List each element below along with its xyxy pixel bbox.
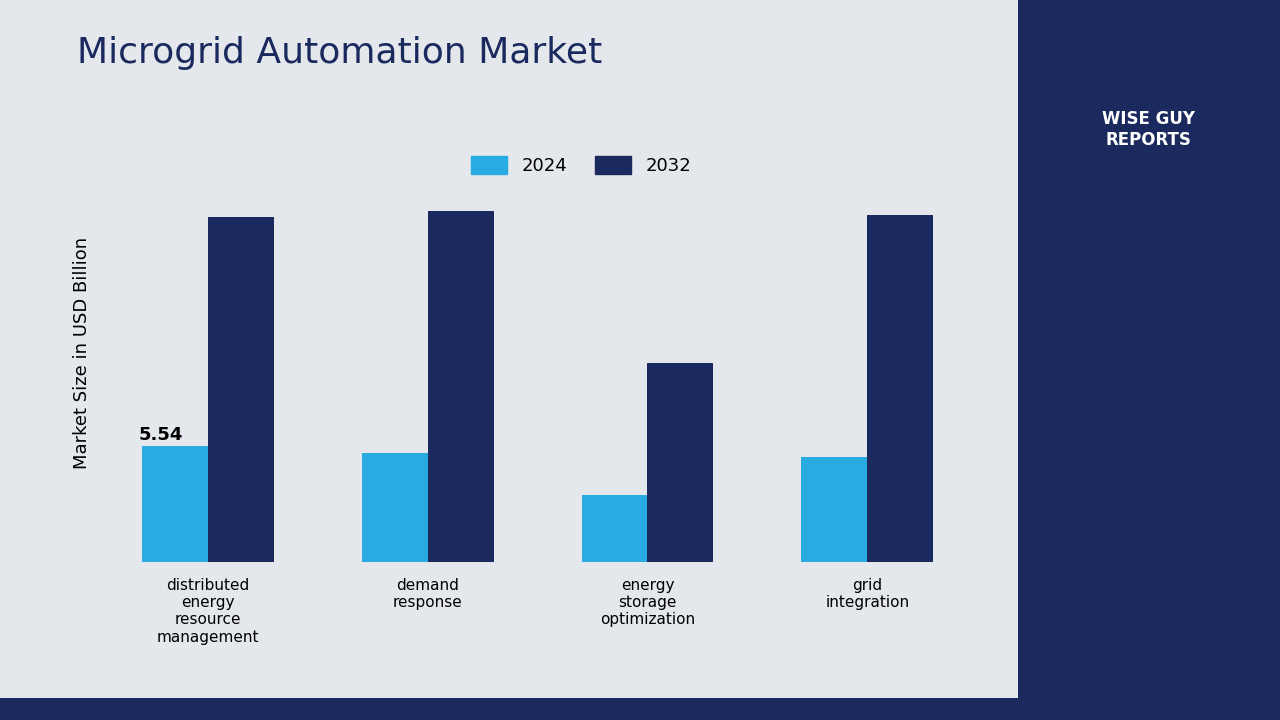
Y-axis label: Market Size in USD Billion: Market Size in USD Billion [73, 237, 91, 469]
Bar [207, 217, 274, 562]
Bar [648, 363, 713, 562]
Text: Microgrid Automation Market: Microgrid Automation Market [77, 36, 602, 70]
Bar [581, 495, 648, 562]
Bar [142, 446, 207, 562]
Bar [362, 453, 428, 562]
Text: WISE GUY
REPORTS: WISE GUY REPORTS [1102, 110, 1196, 149]
Bar [868, 215, 933, 562]
Bar [428, 211, 494, 562]
Text: 5.54: 5.54 [138, 426, 183, 444]
Bar [801, 457, 868, 562]
Legend: 2024, 2032: 2024, 2032 [461, 145, 701, 186]
